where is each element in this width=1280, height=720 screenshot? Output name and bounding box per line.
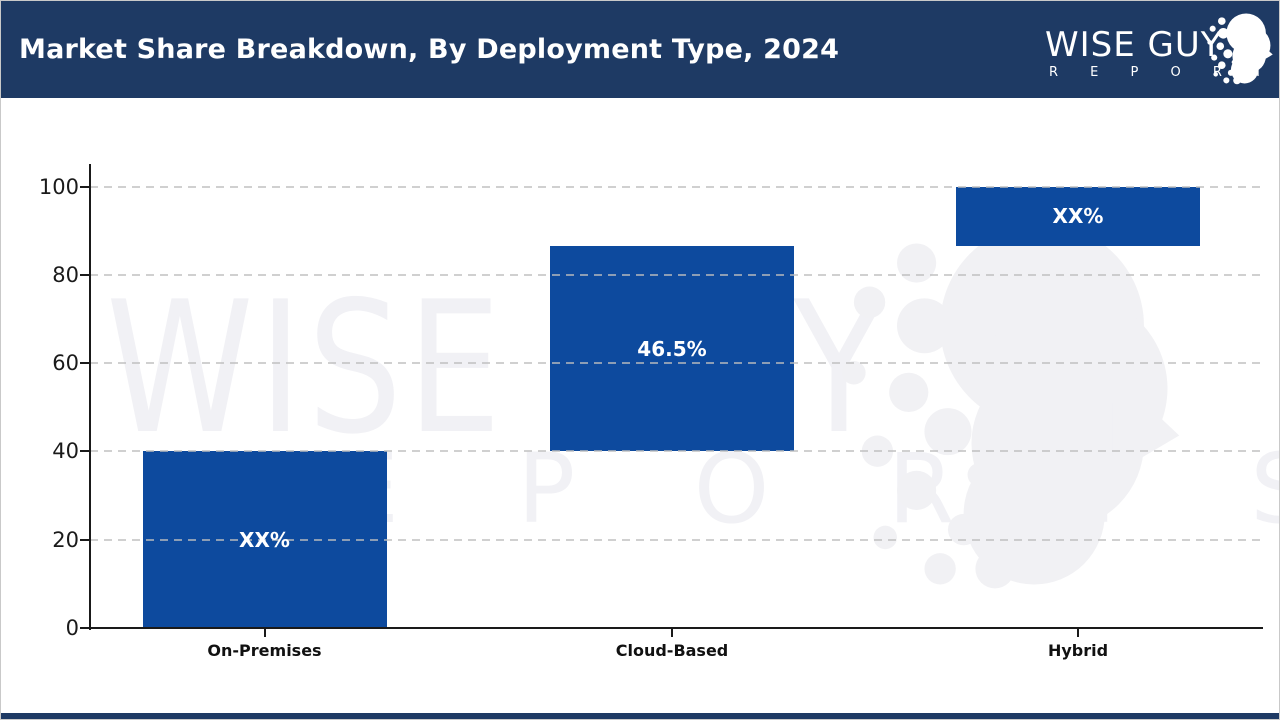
- bar-value-label-Cloud-Based: 46.5%: [637, 336, 707, 361]
- y-tick-label-20: 20: [52, 527, 79, 552]
- x-category-label-Hybrid: Hybrid: [1047, 641, 1109, 660]
- logo-wiseguy-text: WISE GUY: [1045, 25, 1223, 65]
- bar-value-label-On-Premises: XX%: [239, 527, 290, 552]
- y-tick-mark-60: [80, 362, 89, 365]
- y-tick-mark-20: [80, 538, 89, 541]
- watermark-head-profile-icon: [842, 223, 1180, 589]
- y-tick-label-80: 80: [52, 262, 79, 287]
- x-category-label-On-Premises: On-Premises: [207, 641, 322, 660]
- y-tick-label-100: 100: [38, 174, 79, 199]
- y-tick-mark-100: [80, 185, 89, 188]
- x-tick-mark-Hybrid: [1077, 629, 1079, 637]
- bar-Hybrid: [956, 186, 1200, 247]
- header-band: Market Share Breakdown, By Deployment Ty…: [1, 1, 1279, 98]
- y-tick-label-0: 0: [65, 616, 79, 640]
- x-category-label-Cloud-Based: Cloud-Based: [615, 641, 729, 660]
- bar-value-label-Hybrid: XX%: [1052, 204, 1104, 229]
- wise-guy-logo: WISE GUY R E P O R T S: [1039, 1, 1279, 98]
- bar-Cloud-Based: [550, 246, 794, 452]
- page-title: Market Share Breakdown, By Deployment Ty…: [19, 34, 840, 65]
- y-tick-label-40: 40: [52, 439, 79, 464]
- y-axis-spine: [89, 164, 91, 630]
- logo-head-profile-icon: [1207, 13, 1273, 85]
- x-axis-spine: [89, 627, 1263, 629]
- y-tick-label-60: 60: [52, 351, 79, 376]
- y-tick-mark-80: [80, 273, 89, 276]
- x-tick-mark-On-Premises: [263, 629, 266, 637]
- footer-band: [1, 713, 1279, 719]
- x-tick-mark-Cloud-Based: [671, 629, 673, 637]
- y-tick-mark-0: [80, 627, 89, 629]
- y-tick-mark-40: [80, 450, 89, 453]
